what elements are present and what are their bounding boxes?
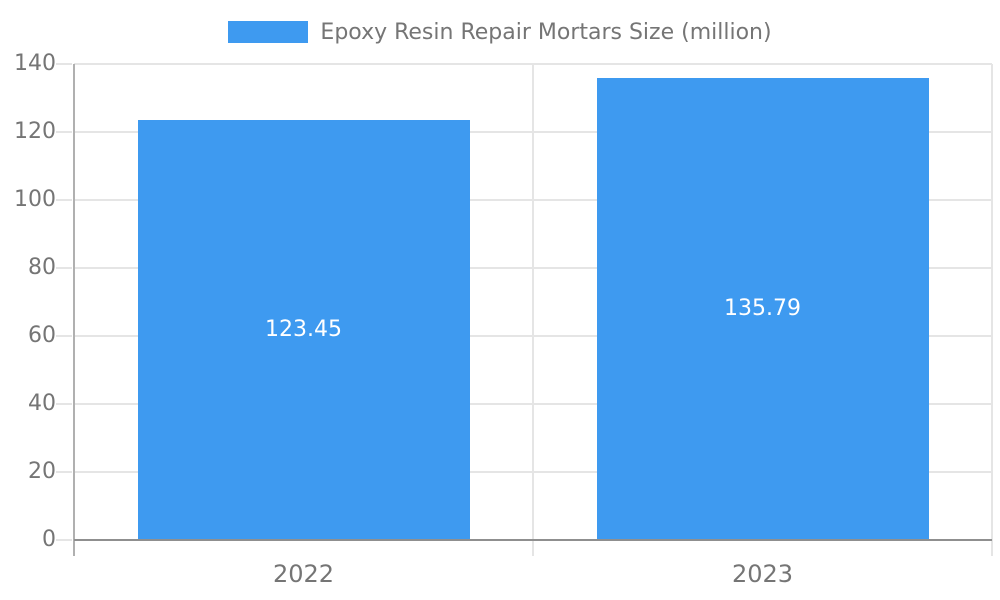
x-tick-label: 2022 <box>272 560 335 588</box>
legend-label: Epoxy Resin Repair Mortars Size (million… <box>320 19 772 45</box>
category-boundary-line <box>532 64 534 556</box>
legend[interactable]: Epoxy Resin Repair Mortars Size (million… <box>0 10 1000 54</box>
y-tick-label: 140 <box>14 51 56 76</box>
y-tick-label: 20 <box>28 459 56 484</box>
y-axis-line <box>73 64 75 556</box>
y-tick-label: 0 <box>42 527 56 552</box>
y-tick <box>56 267 72 269</box>
y-tick-label: 120 <box>14 119 56 144</box>
y-tick <box>56 539 72 541</box>
y-tick-label: 100 <box>14 187 56 212</box>
y-tick <box>56 335 72 337</box>
y-tick <box>56 403 72 405</box>
bar-value-label: 123.45 <box>265 317 342 343</box>
y-tick <box>56 471 72 473</box>
legend-swatch-icon <box>228 21 309 43</box>
bar-2023[interactable] <box>596 78 929 540</box>
y-tick-label: 80 <box>28 255 56 280</box>
bar-value-label: 135.79 <box>724 296 801 322</box>
bar-2022[interactable] <box>137 120 470 540</box>
y-tick <box>56 199 72 201</box>
y-tick-label: 40 <box>28 391 56 416</box>
y-tick <box>56 63 72 65</box>
x-tick-label: 2023 <box>731 560 794 588</box>
x-axis-line <box>74 539 992 541</box>
y-tick-label: 60 <box>28 323 56 348</box>
y-tick <box>56 131 72 133</box>
category-boundary-line <box>991 64 993 556</box>
